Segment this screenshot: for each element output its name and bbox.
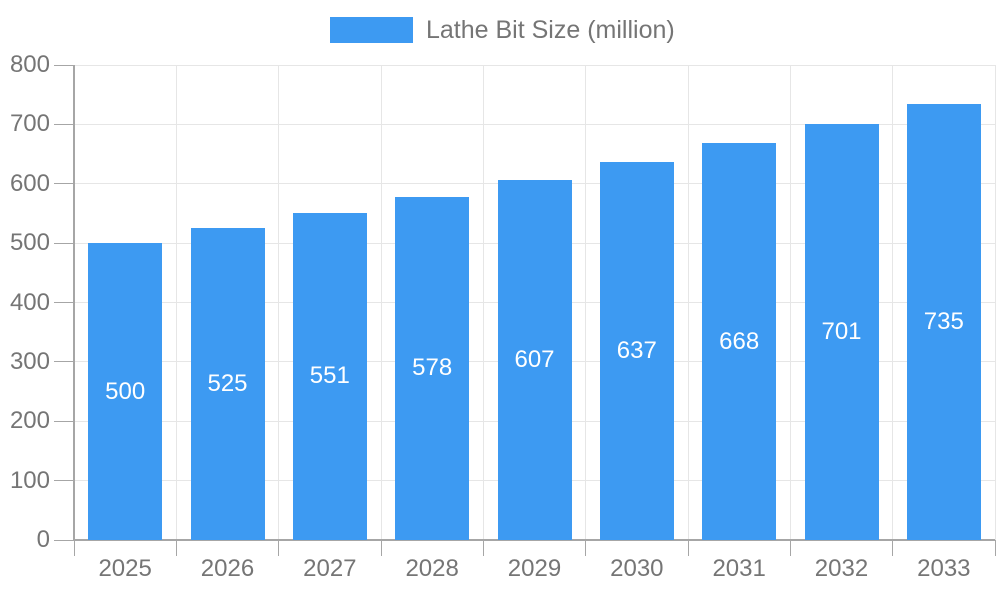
y-axis-label: 0 (36, 526, 50, 553)
x-gridline (789, 65, 791, 540)
x-axis-tick (687, 540, 689, 556)
y-axis-tick (54, 64, 74, 66)
x-axis-label: 2031 (712, 555, 766, 582)
bar-2025[interactable] (88, 243, 163, 540)
x-axis-tick (175, 540, 177, 556)
y-axis-tick (54, 539, 74, 541)
bar-value-label: 607 (514, 345, 555, 373)
bar-2030[interactable] (599, 161, 674, 540)
y-axis-tick (54, 480, 74, 482)
bar-value-label: 668 (719, 327, 760, 355)
y-axis-label: 100 (9, 466, 50, 494)
y-axis-label: 200 (9, 407, 50, 435)
y-gridline (74, 123, 995, 125)
y-axis-label: 800 (9, 51, 50, 78)
bar-2031[interactable] (702, 143, 777, 540)
x-gridline (892, 65, 894, 540)
y-axis-tick (54, 183, 74, 185)
x-axis-tick (278, 540, 280, 556)
x-axis-tick (73, 540, 75, 556)
bar-2029[interactable] (497, 179, 572, 540)
bar-value-label: 578 (412, 354, 453, 382)
bar-value-label: 637 (616, 336, 657, 364)
x-gridline (585, 65, 587, 540)
y-axis-tick (54, 123, 74, 125)
bar-2026[interactable] (190, 228, 265, 540)
x-gridline (994, 65, 996, 540)
bar-2033[interactable] (906, 103, 981, 540)
bar-2027[interactable] (292, 212, 367, 540)
x-axis-label: 2028 (405, 555, 459, 582)
bar-value-label: 500 (105, 377, 146, 405)
bar-2032[interactable] (804, 123, 879, 540)
x-gridline (278, 65, 280, 540)
y-axis-label: 500 (9, 229, 50, 257)
y-axis-label: 700 (9, 110, 50, 138)
legend-label: Lathe Bit Size (million) (426, 16, 675, 44)
bar-value-label: 551 (309, 362, 350, 390)
x-gridline (380, 65, 382, 540)
bar-value-label: 735 (923, 307, 964, 335)
x-axis-label: 2027 (303, 555, 357, 582)
x-gridline (687, 65, 689, 540)
x-axis-tick (789, 540, 791, 556)
y-axis-label: 400 (9, 288, 50, 316)
y-axis-line (73, 65, 75, 540)
x-axis-label: 2032 (814, 555, 869, 582)
x-axis-tick (585, 540, 587, 556)
y-axis-tick (54, 302, 74, 303)
y-axis-label: 600 (9, 169, 50, 197)
x-axis-label: 2030 (610, 555, 664, 582)
x-axis-label: 2033 (917, 555, 971, 582)
legend-swatch-icon (330, 17, 413, 43)
y-gridline (74, 64, 995, 66)
bar-value-label: 525 (207, 370, 248, 398)
x-gridline (175, 65, 177, 540)
y-axis-tick (54, 420, 74, 422)
x-gridline (482, 65, 484, 540)
x-axis-tick (380, 540, 382, 556)
legend[interactable]: Lathe Bit Size (million) (330, 16, 675, 44)
y-axis-tick (54, 242, 74, 244)
y-axis-label: 300 (9, 347, 50, 375)
bar-2028[interactable] (395, 196, 470, 540)
x-axis-label: 2026 (200, 555, 255, 582)
x-axis-tick (482, 540, 484, 556)
y-axis-tick (54, 361, 74, 363)
bar-value-label: 701 (821, 317, 862, 345)
x-axis-tick (892, 540, 894, 556)
x-axis-label: 2029 (507, 555, 562, 582)
x-axis-label: 2025 (98, 555, 152, 582)
x-axis-tick (994, 540, 996, 556)
x-axis-line (74, 539, 995, 541)
